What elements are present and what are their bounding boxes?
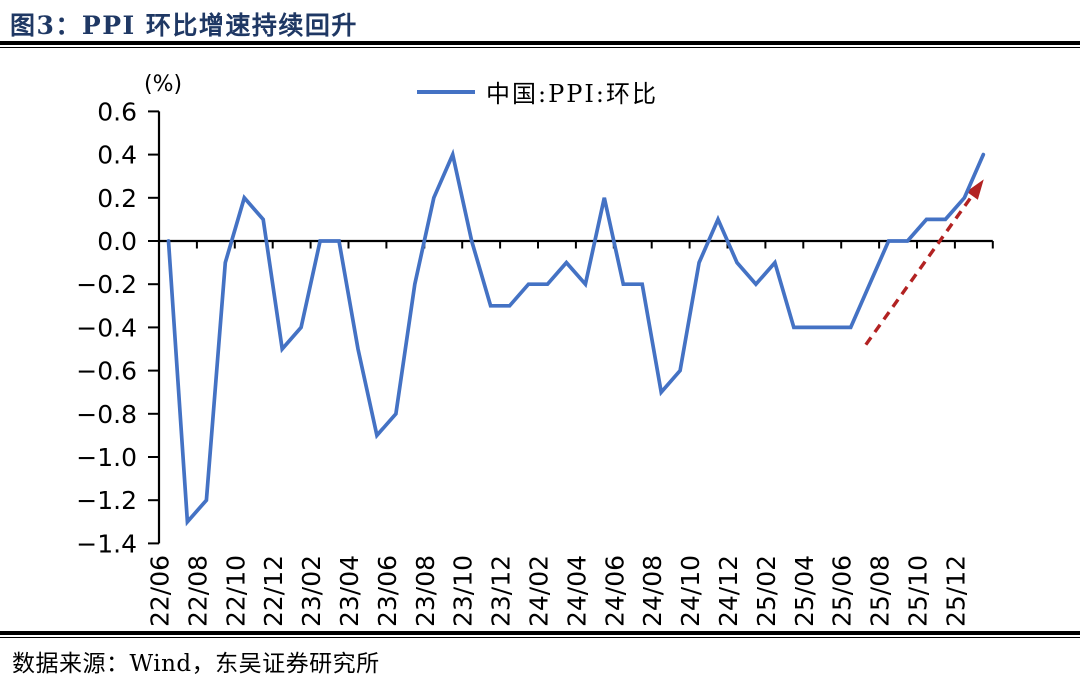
y-tick-label: 0.4 [97, 141, 137, 170]
y-tick-label: −0.8 [76, 400, 137, 429]
x-tick-label: 23/08 [411, 555, 440, 627]
y-tick-label: −0.6 [76, 357, 137, 386]
y-tick-label: 0.2 [97, 184, 137, 213]
series-line-china-ppi-mom [166, 148, 986, 527]
y-tick-label: −1.2 [76, 486, 137, 515]
y-axis-unit-label: (%) [144, 72, 183, 97]
x-tick-label: 24/10 [676, 555, 705, 627]
y-tick-label: −1.4 [76, 529, 137, 558]
figure-title: 图3：PPI 环比增速持续回升 [10, 11, 358, 40]
x-tick-label: 25/12 [941, 555, 970, 627]
x-tick-labels: 22/06 22/08 22/10 22/12 23/02 23/04 23/06 23/08… [146, 555, 971, 627]
x-tick-label: 25/10 [904, 555, 933, 627]
x-tick-label: 24/02 [525, 555, 554, 627]
x-tick-label: 25/02 [752, 555, 781, 627]
y-tick-label: 0.0 [97, 227, 137, 256]
x-tick-label: 22/10 [221, 555, 250, 627]
ppi-mom-line-chart: 0.6 0.4 0.2 0.0 −0.2 −0.4 −0.6 −0.8 −1.0 −1.2 −1.4… [76, 97, 994, 627]
x-tick-label: 23/06 [373, 555, 402, 627]
y-tick-label: −1.0 [76, 443, 137, 472]
trend-up-arrow [864, 179, 984, 346]
x-tick-label: 22/08 [183, 555, 212, 627]
x-tick-label: 22/06 [146, 555, 175, 627]
x-tick-label: 22/12 [259, 555, 288, 627]
footer-divider [0, 631, 1080, 638]
x-tick-label: 25/08 [866, 555, 895, 627]
title-divider [0, 41, 1080, 48]
x-tick-label: 23/10 [449, 555, 478, 627]
y-tick-label: −0.4 [76, 313, 137, 342]
x-tick-label: 25/04 [790, 555, 819, 627]
x-tick-label: 24/06 [600, 555, 629, 627]
legend-line-swatch [417, 89, 475, 94]
x-tick-label: 23/04 [335, 555, 364, 627]
axes [157, 111, 993, 544]
chart-legend: 中国:PPI:环比 [417, 74, 658, 109]
legend-series-label: 中国:PPI:环比 [486, 80, 658, 108]
x-tick-label: 24/12 [714, 555, 743, 627]
x-tick-label: 25/06 [828, 555, 857, 627]
x-tick-label: 23/12 [487, 555, 516, 627]
y-tick-label: −0.2 [76, 270, 137, 299]
data-source-note: 数据来源：Wind，东吴证券研究所 [12, 651, 380, 677]
tick-marks [148, 110, 994, 545]
y-tick-label: 0.6 [97, 97, 137, 126]
x-tick-label: 24/08 [638, 555, 667, 627]
y-tick-labels: 0.6 0.4 0.2 0.0 −0.2 −0.4 −0.6 −0.8 −1.0 −1.2 −1.4 [76, 97, 137, 558]
x-tick-label: 23/02 [297, 555, 326, 627]
x-tick-label: 24/04 [562, 555, 591, 627]
